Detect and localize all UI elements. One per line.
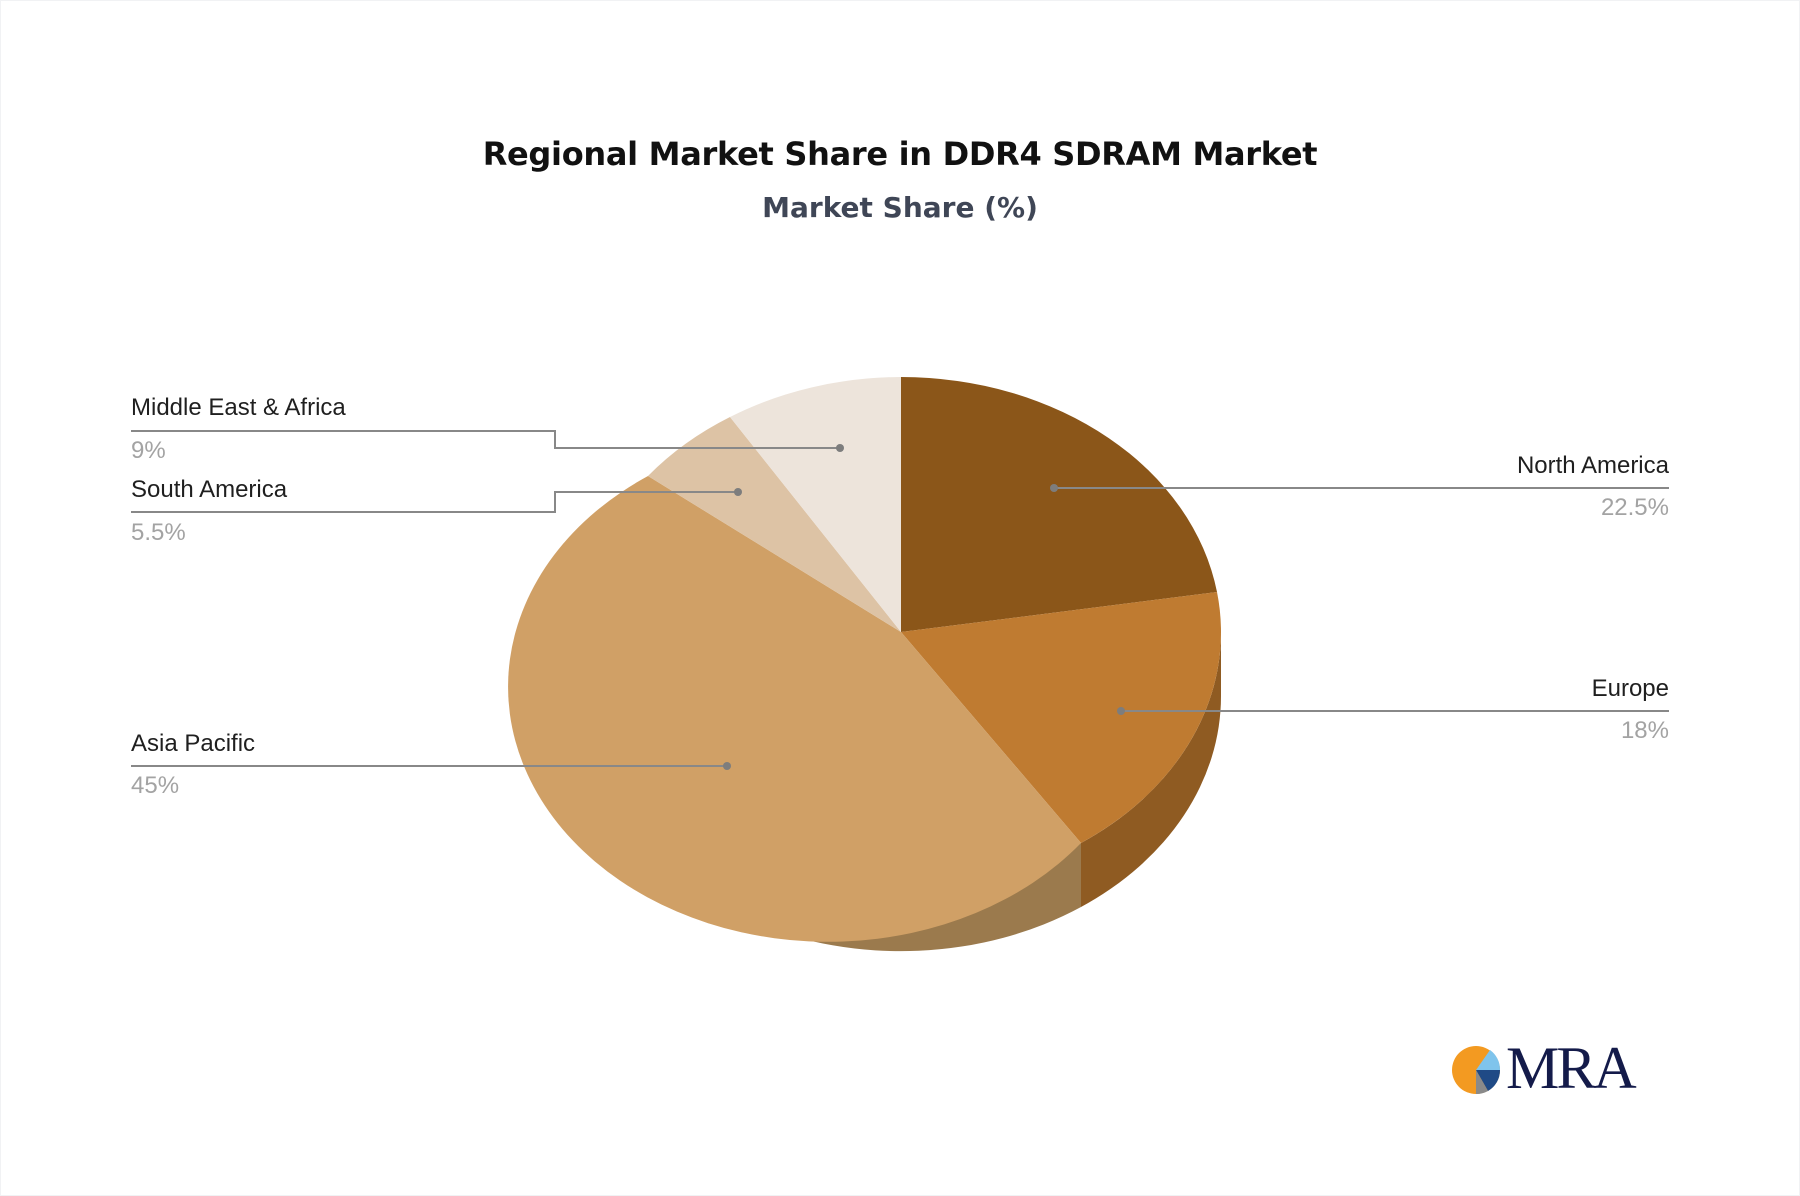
label-europe: Europe: [1591, 675, 1669, 702]
pie-slice-europe[interactable]: [901, 592, 1221, 843]
leader-line-south-america: [131, 491, 738, 513]
pie-slice-asia-pacific[interactable]: [508, 476, 1082, 942]
leader-dot-south-america: [734, 488, 742, 496]
leader-dot-middle-east-africa: [836, 444, 844, 452]
label-south-america: South America: [131, 476, 288, 503]
label-north-america: North America: [1516, 452, 1669, 479]
logo-text: MRA: [1506, 1035, 1637, 1101]
pie-side-europe: [1081, 632, 1221, 907]
pie-logo-icon: [1452, 1046, 1501, 1095]
chart-subtitle: Market Share (%): [762, 191, 1038, 224]
leader-line-middle-east-africa: [131, 430, 840, 449]
pie-slice-north-america[interactable]: [901, 377, 1217, 632]
label-middle-east-africa: Middle East & Africa: [131, 394, 346, 421]
chart-title: Regional Market Share in DDR4 SDRAM Mark…: [482, 135, 1318, 173]
mra-logo: MRA: [1450, 1036, 1650, 1100]
value-middle-east-africa: 9%: [131, 437, 166, 464]
value-north-america: 22.5%: [1600, 494, 1669, 521]
value-asia-pacific: 45%: [131, 772, 180, 799]
label-asia-pacific: Asia Pacific: [131, 730, 256, 757]
leader-dot-europe: [1117, 707, 1125, 715]
value-south-america: 5.5%: [131, 519, 186, 546]
leader-dot-asia-pacific: [723, 762, 731, 770]
pie-slice-south-america[interactable]: [648, 417, 901, 632]
leader-dot-north-america: [1050, 484, 1058, 492]
value-europe: 18%: [1620, 717, 1669, 744]
pie-slice-middle-east-africa[interactable]: [730, 377, 901, 632]
